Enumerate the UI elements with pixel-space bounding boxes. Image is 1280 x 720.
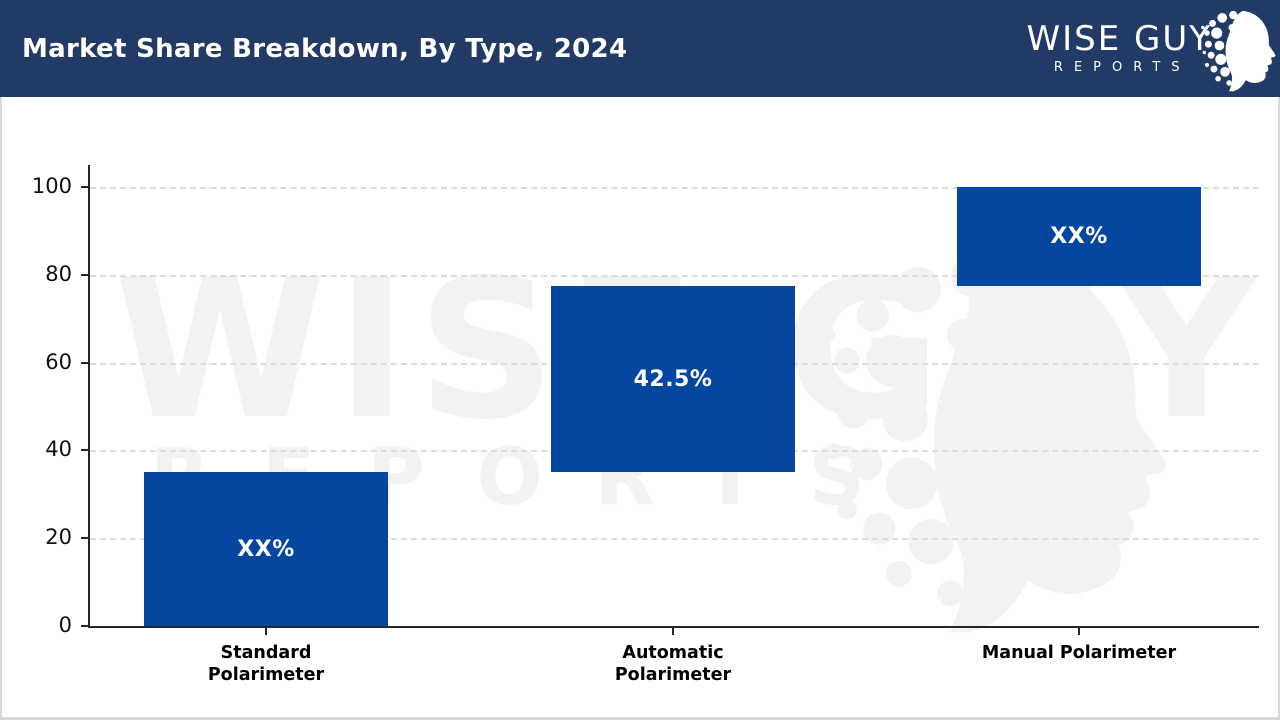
wise-guy-face-icon bbox=[1201, 10, 1276, 92]
y-tick-label-0: 0 bbox=[58, 613, 72, 637]
y-tick-60 bbox=[81, 361, 88, 364]
x-tick-automatic-polarimeter bbox=[672, 628, 674, 635]
y-tick-20 bbox=[81, 537, 88, 540]
plot-area: 0 20 40 60 80 100 XX% 42.5% XX% Standard Polarime… bbox=[32, 165, 1259, 685]
page-title: Market Share Breakdown, By Type, 2024 bbox=[22, 33, 628, 64]
bar-value-label: XX% bbox=[237, 536, 295, 562]
y-tick-label-40: 40 bbox=[45, 437, 72, 462]
y-tick-0 bbox=[81, 625, 88, 627]
x-tick-standard-polarimeter bbox=[265, 628, 267, 635]
header: Market Share Breakdown, By Type, 2024 WI… bbox=[0, 0, 1280, 97]
logo-subtext: REPORTS bbox=[1053, 60, 1191, 75]
y-tick-label-80: 80 bbox=[45, 261, 72, 286]
x-tick-label-automatic-polarimeter: Automatic Polarimeter bbox=[614, 643, 732, 685]
y-tick-40 bbox=[81, 449, 88, 452]
y-tick-label-100: 100 bbox=[31, 173, 72, 198]
x-tick-label-standard-polarimeter: Standard Polarimeter bbox=[207, 643, 325, 685]
logo-wordmark: WISE GUY bbox=[1026, 19, 1212, 59]
y-tick-label-60: 60 bbox=[45, 349, 72, 374]
bar-value-label: XX% bbox=[1050, 223, 1108, 249]
y-axis-spine bbox=[88, 165, 90, 628]
bar-standard-polarimeter: XX% bbox=[144, 472, 388, 626]
bar-value-label: 42.5% bbox=[633, 366, 713, 392]
wise-guy-logo: WISE GUY REPORTS bbox=[1026, 0, 1280, 97]
chart-area: WISE GUY REPORTS 020406080100XX%42.5%XX%… bbox=[0, 97, 1280, 720]
x-tick-manual-polarimeter bbox=[1078, 628, 1080, 635]
bar-manual-polarimeter: XX% bbox=[957, 186, 1201, 286]
gridline-100 bbox=[90, 186, 1259, 189]
y-tick-100 bbox=[81, 185, 88, 188]
y-tick-80 bbox=[81, 273, 88, 276]
y-tick-label-20: 20 bbox=[45, 525, 72, 550]
x-axis-spine bbox=[88, 626, 1259, 628]
bar-automatic-polarimeter: 42.5% bbox=[551, 285, 795, 473]
gridline-80 bbox=[90, 274, 1259, 277]
gridline-20 bbox=[90, 538, 1259, 541]
x-tick-label-manual-polarimeter: Manual Polarimeter bbox=[981, 643, 1177, 663]
logo-text: WISE GUY REPORTS bbox=[1026, 22, 1212, 75]
